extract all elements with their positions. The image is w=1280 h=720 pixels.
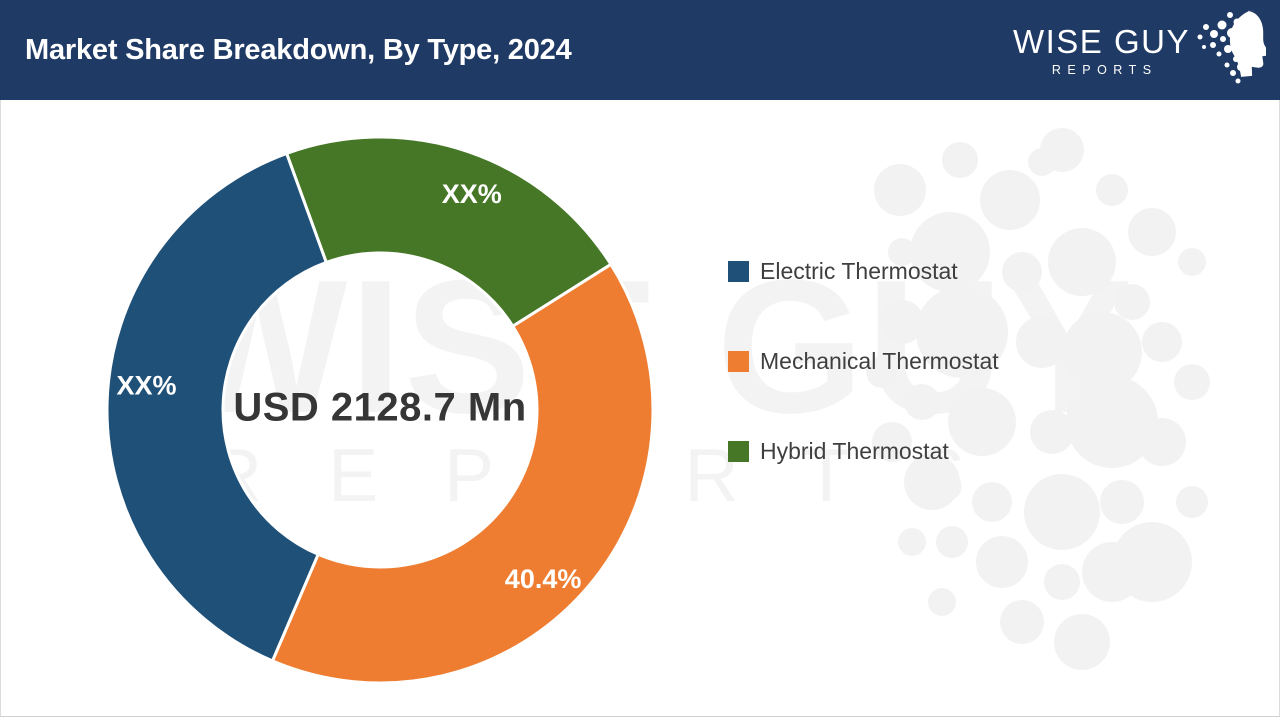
legend-label: Electric Thermostat bbox=[760, 258, 958, 284]
chart-center-value: USD 2128.7 Mn bbox=[233, 385, 527, 430]
legend-item-hybrid: Hybrid Thermostat bbox=[728, 438, 999, 464]
legend-item-electric: Electric Thermostat bbox=[728, 258, 999, 284]
logo-text: WISE GUY REPORTS bbox=[1012, 22, 1190, 77]
legend-label: Mechanical Thermostat bbox=[760, 348, 999, 374]
legend-swatch bbox=[728, 440, 749, 462]
wise-guy-logo: WISE GUY REPORTS bbox=[1013, 8, 1266, 92]
legend-swatch bbox=[728, 350, 749, 372]
legend-label: Hybrid Thermostat bbox=[760, 438, 949, 464]
page-title: Market Share Breakdown, By Type, 2024 bbox=[25, 33, 572, 66]
chart-legend: Electric Thermostat Mechanical Thermosta… bbox=[728, 258, 999, 464]
header-bar: Market Share Breakdown, By Type, 2024 WI… bbox=[0, 0, 1280, 100]
legend-item-mechanical: Mechanical Thermostat bbox=[728, 348, 999, 374]
legend-swatch bbox=[728, 260, 749, 282]
logo-name: WISE GUY bbox=[1012, 22, 1190, 60]
logo-subtitle: REPORTS bbox=[1051, 62, 1158, 77]
logo-face-icon bbox=[1197, 9, 1266, 84]
